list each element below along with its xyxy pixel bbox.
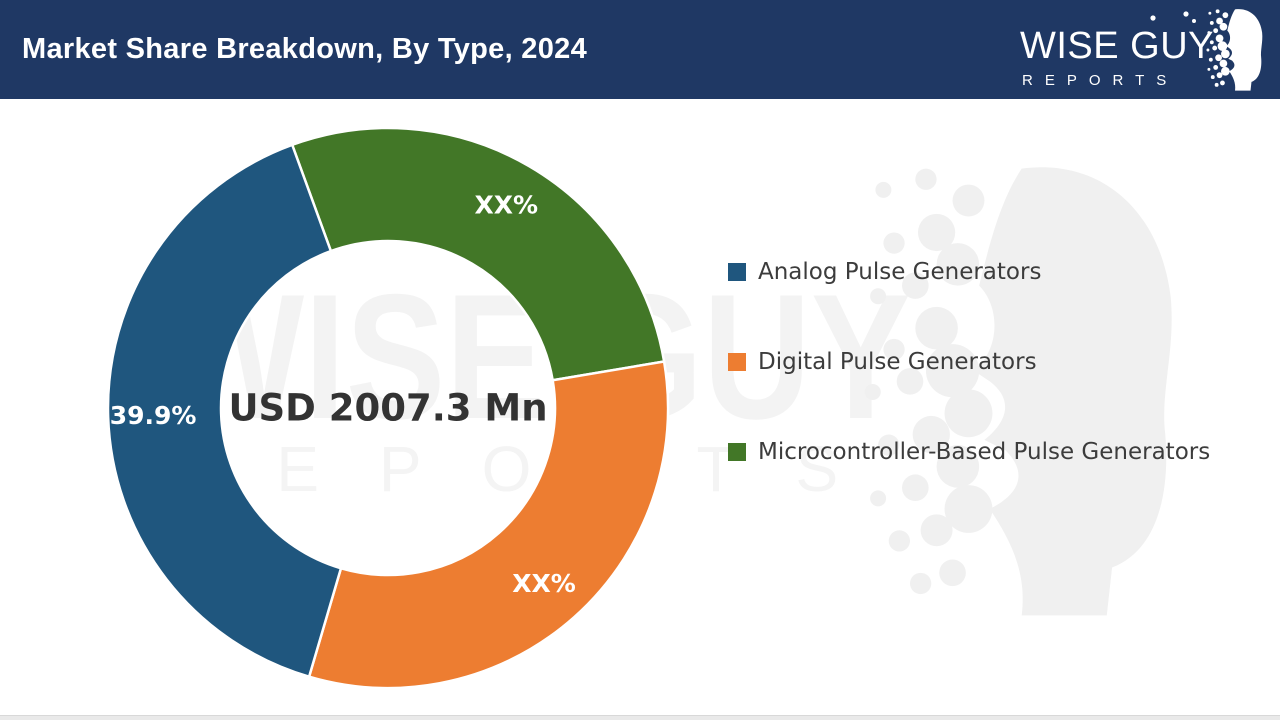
- logo-accent-dot: [1192, 19, 1196, 23]
- segment-value-label-2: 39.9%: [110, 401, 197, 430]
- legend-swatch-digital: [728, 353, 746, 371]
- logo-wordmark: WISE GUY: [1020, 25, 1214, 67]
- donut-segment-1: [307, 360, 670, 690]
- segment-value-label-0: XX%: [474, 190, 538, 219]
- legend-label-analog: Analog Pulse Generators: [758, 259, 1042, 285]
- donut-segment-0: [290, 126, 666, 382]
- logo-face-icon: [1206, 9, 1263, 91]
- legend-item-digital: Digital Pulse Generators: [728, 344, 1210, 380]
- donut-segment-2: [106, 143, 343, 678]
- page-title: Market Share Breakdown, By Type, 2024: [22, 33, 588, 65]
- header-bar: Market Share Breakdown, By Type, 2024 WI…: [0, 0, 1280, 99]
- logo-accent-dot: [1150, 15, 1156, 21]
- legend-label-digital: Digital Pulse Generators: [758, 349, 1037, 375]
- chart-legend: Analog Pulse Generators Digital Pulse Ge…: [728, 254, 1210, 524]
- logo-subtext: REPORTS: [1022, 72, 1178, 89]
- footer-bar: [0, 715, 1280, 720]
- background-watermark-subtext: REPORTS: [170, 433, 899, 505]
- logo-accent-dot: [1183, 11, 1189, 17]
- legend-item-analog: Analog Pulse Generators: [728, 254, 1210, 290]
- legend-item-microcontroller: Microcontroller-Based Pulse Generators: [728, 434, 1210, 470]
- legend-swatch-microcontroller: [728, 443, 746, 461]
- wise-guy-reports-logo: WISE GUY REPORTS: [1020, 9, 1263, 91]
- legend-label-microcontroller: Microcontroller-Based Pulse Generators: [758, 439, 1211, 465]
- legend-swatch-analog: [728, 263, 746, 281]
- chart-center-value: USD 2007.3 Mn: [228, 386, 548, 430]
- segment-value-label-1: XX%: [512, 569, 576, 598]
